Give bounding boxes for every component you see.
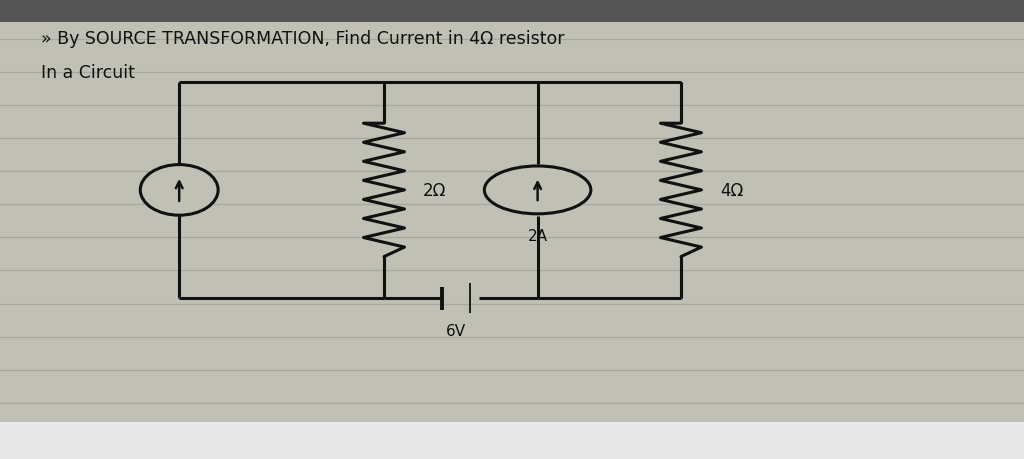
Text: 6V: 6V: [445, 324, 466, 339]
Text: 2Ω: 2Ω: [423, 181, 446, 200]
Text: » By SOURCE TRANSFORMATION, Find Current in 4Ω resistor: » By SOURCE TRANSFORMATION, Find Current…: [41, 30, 564, 48]
Text: 4Ω: 4Ω: [720, 181, 743, 200]
Bar: [0, 0, 1024, 23]
Text: In a Circuit: In a Circuit: [41, 64, 135, 82]
Circle shape: [484, 167, 591, 214]
Bar: [0, 422, 1024, 459]
Ellipse shape: [140, 165, 218, 216]
Text: 2A: 2A: [527, 228, 548, 243]
